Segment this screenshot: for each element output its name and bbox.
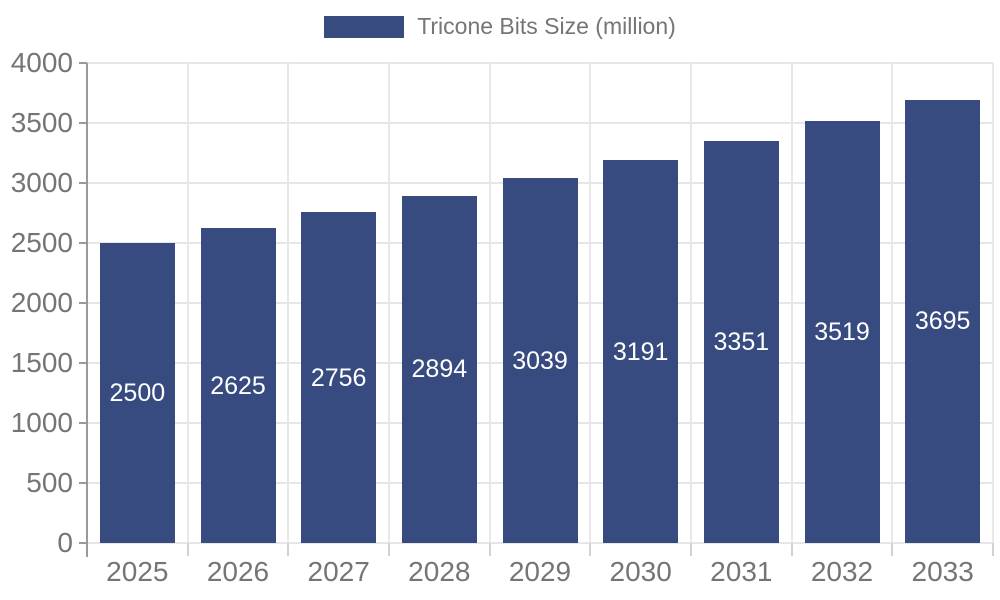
y-axis-tick [79,242,87,244]
bar [905,99,981,543]
x-axis-label: 2025 [106,556,169,587]
bar-value-label: 2500 [109,379,166,407]
y-axis-label: 0 [57,527,73,558]
bar [502,178,578,543]
gridline-vertical [287,63,290,543]
y-axis-tick [79,122,87,124]
y-axis-tick [79,302,87,304]
x-axis-tick [690,543,692,556]
legend[interactable]: Tricone Bits Size (million) [0,13,1000,40]
bar-value-label: 3191 [612,337,669,366]
legend-swatch [324,15,405,38]
bar-value-label: 3519 [814,317,870,346]
bar [603,160,679,543]
y-axis-label: 1500 [10,347,73,378]
x-axis-label: 2033 [911,556,974,587]
x-axis-tick [992,543,994,556]
bar-value-label: 2894 [411,355,468,384]
bar-value-label: 3039 [512,346,568,375]
gridline-horizontal [87,122,993,124]
x-axis-label: 2031 [710,556,773,587]
gridline-vertical [488,63,491,543]
y-axis-tick [79,362,87,364]
x-axis-tick [186,543,189,556]
gridline-vertical [589,63,592,543]
x-axis-tick [287,543,290,556]
y-axis-label: 2500 [10,227,73,258]
gridline-horizontal [87,542,993,544]
bar [200,228,276,543]
x-axis-label: 2028 [408,556,471,587]
gridline-horizontal [87,62,993,64]
x-axis-tick [388,543,390,556]
bar-value-label: 3351 [713,327,770,356]
y-axis-tick [79,182,87,184]
x-axis-label: 2026 [206,556,270,587]
y-axis-tick [79,62,87,64]
y-axis-line [86,63,88,557]
x-axis-tick [790,543,793,556]
bar [301,212,377,543]
y-axis-label: 3000 [10,167,73,198]
bar-value-label: 2625 [210,371,266,400]
gridline-vertical [690,63,692,543]
bar [804,120,880,543]
y-axis-label: 2000 [10,287,73,318]
y-axis-tick [79,542,87,544]
x-axis-tick [488,543,491,556]
x-axis-label: 2032 [810,556,874,587]
bar-value-label: 2756 [310,363,367,392]
gridline-vertical [388,63,390,543]
x-axis-label: 2029 [508,556,572,587]
gridline-vertical [891,63,894,543]
bar-value-label: 3695 [914,307,971,336]
legend-label: Tricone Bits Size (million) [417,13,676,39]
gridline-vertical [992,63,994,543]
y-axis-label: 4000 [10,47,73,78]
bar [703,140,779,543]
y-axis-label: 1000 [10,407,73,438]
y-axis-label: 500 [26,467,73,498]
x-axis-label: 2027 [307,556,370,587]
bar [401,195,477,543]
gridline-vertical [186,63,189,543]
y-axis-label: 3500 [10,107,73,138]
x-axis-tick [589,543,592,556]
y-axis-tick [79,482,87,484]
y-axis-tick [79,422,87,424]
x-axis-label: 2030 [609,556,672,587]
gridline-vertical [790,63,793,543]
x-axis-tick [891,543,894,556]
bar [99,243,175,543]
